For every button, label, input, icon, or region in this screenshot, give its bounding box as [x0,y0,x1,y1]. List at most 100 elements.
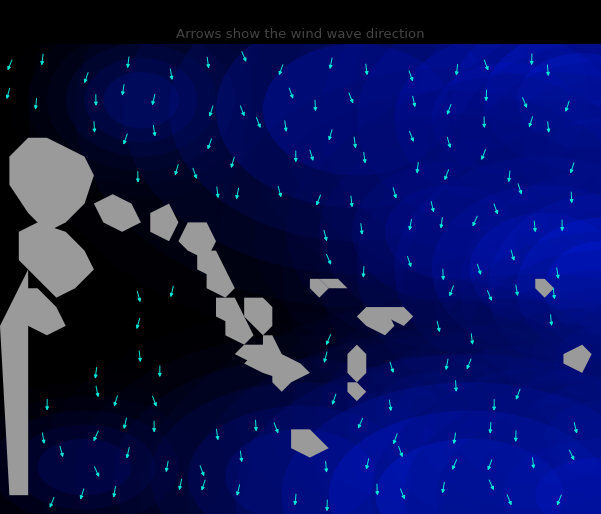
Ellipse shape [85,58,197,142]
Ellipse shape [531,307,601,420]
Ellipse shape [521,100,601,213]
Ellipse shape [37,439,132,495]
Ellipse shape [169,0,545,241]
Polygon shape [535,279,554,298]
Ellipse shape [427,25,601,288]
Ellipse shape [310,298,601,514]
Text: Secondary Swell energy on Thursday 20 Mar at 5am +11: Secondary Swell energy on Thursday 20 Ma… [50,5,551,23]
Ellipse shape [376,373,488,448]
Ellipse shape [394,157,601,382]
Ellipse shape [516,382,601,495]
Ellipse shape [394,34,601,204]
Ellipse shape [404,307,601,514]
Ellipse shape [357,6,601,232]
Ellipse shape [484,269,601,457]
Ellipse shape [221,67,601,396]
Polygon shape [310,279,329,298]
Ellipse shape [319,138,582,326]
Polygon shape [0,269,28,495]
Ellipse shape [437,401,601,514]
Ellipse shape [535,457,601,514]
Polygon shape [347,345,366,382]
Ellipse shape [47,30,235,171]
Ellipse shape [418,0,601,218]
Ellipse shape [319,0,601,260]
Ellipse shape [545,119,601,194]
Ellipse shape [460,251,601,476]
Ellipse shape [282,382,601,514]
Ellipse shape [385,185,516,279]
Polygon shape [244,298,272,335]
Ellipse shape [113,359,488,514]
Ellipse shape [319,335,545,486]
Ellipse shape [423,368,601,509]
Polygon shape [178,223,216,260]
Ellipse shape [432,185,601,354]
Ellipse shape [432,63,582,175]
Ellipse shape [352,0,601,265]
Polygon shape [319,279,347,288]
Polygon shape [357,307,394,335]
Polygon shape [216,298,244,326]
Ellipse shape [352,161,549,302]
Ellipse shape [376,439,564,514]
Ellipse shape [474,63,601,251]
Ellipse shape [432,326,601,514]
Ellipse shape [0,368,249,514]
Ellipse shape [554,326,601,401]
Polygon shape [263,335,282,363]
Ellipse shape [0,382,225,514]
Ellipse shape [254,90,601,373]
Ellipse shape [216,11,498,208]
Ellipse shape [272,274,601,514]
Ellipse shape [437,232,601,495]
Polygon shape [150,204,178,241]
Polygon shape [244,354,310,382]
Ellipse shape [263,298,601,514]
Ellipse shape [263,44,451,175]
Ellipse shape [404,382,601,514]
Ellipse shape [451,44,601,269]
Ellipse shape [460,392,601,486]
Polygon shape [94,194,141,232]
Ellipse shape [244,0,601,317]
Ellipse shape [28,0,601,340]
Ellipse shape [347,321,601,514]
Ellipse shape [488,363,601,514]
Ellipse shape [235,279,601,514]
Polygon shape [207,269,235,298]
Ellipse shape [385,345,601,514]
Ellipse shape [235,354,601,514]
Ellipse shape [66,44,216,157]
Ellipse shape [141,298,601,514]
Ellipse shape [516,53,601,147]
Ellipse shape [469,420,601,514]
Ellipse shape [319,100,601,439]
Ellipse shape [287,114,601,350]
Ellipse shape [188,406,413,514]
Ellipse shape [488,194,601,382]
Polygon shape [385,307,413,326]
Ellipse shape [385,0,601,241]
Ellipse shape [225,429,376,514]
Polygon shape [235,345,282,373]
Ellipse shape [150,382,451,514]
Ellipse shape [371,363,601,514]
Ellipse shape [545,401,601,476]
Ellipse shape [469,213,601,326]
Text: Arrows show the wind wave direction: Arrows show the wind wave direction [176,28,425,41]
Ellipse shape [404,124,601,453]
Ellipse shape [347,354,516,467]
Ellipse shape [357,128,601,411]
Ellipse shape [0,396,202,514]
Ellipse shape [329,411,601,514]
Ellipse shape [498,81,601,232]
Ellipse shape [502,439,601,514]
Ellipse shape [28,15,254,185]
Ellipse shape [75,335,526,514]
Ellipse shape [75,0,601,307]
Polygon shape [197,251,225,279]
Ellipse shape [282,0,601,288]
Polygon shape [272,363,291,392]
Ellipse shape [291,317,573,505]
